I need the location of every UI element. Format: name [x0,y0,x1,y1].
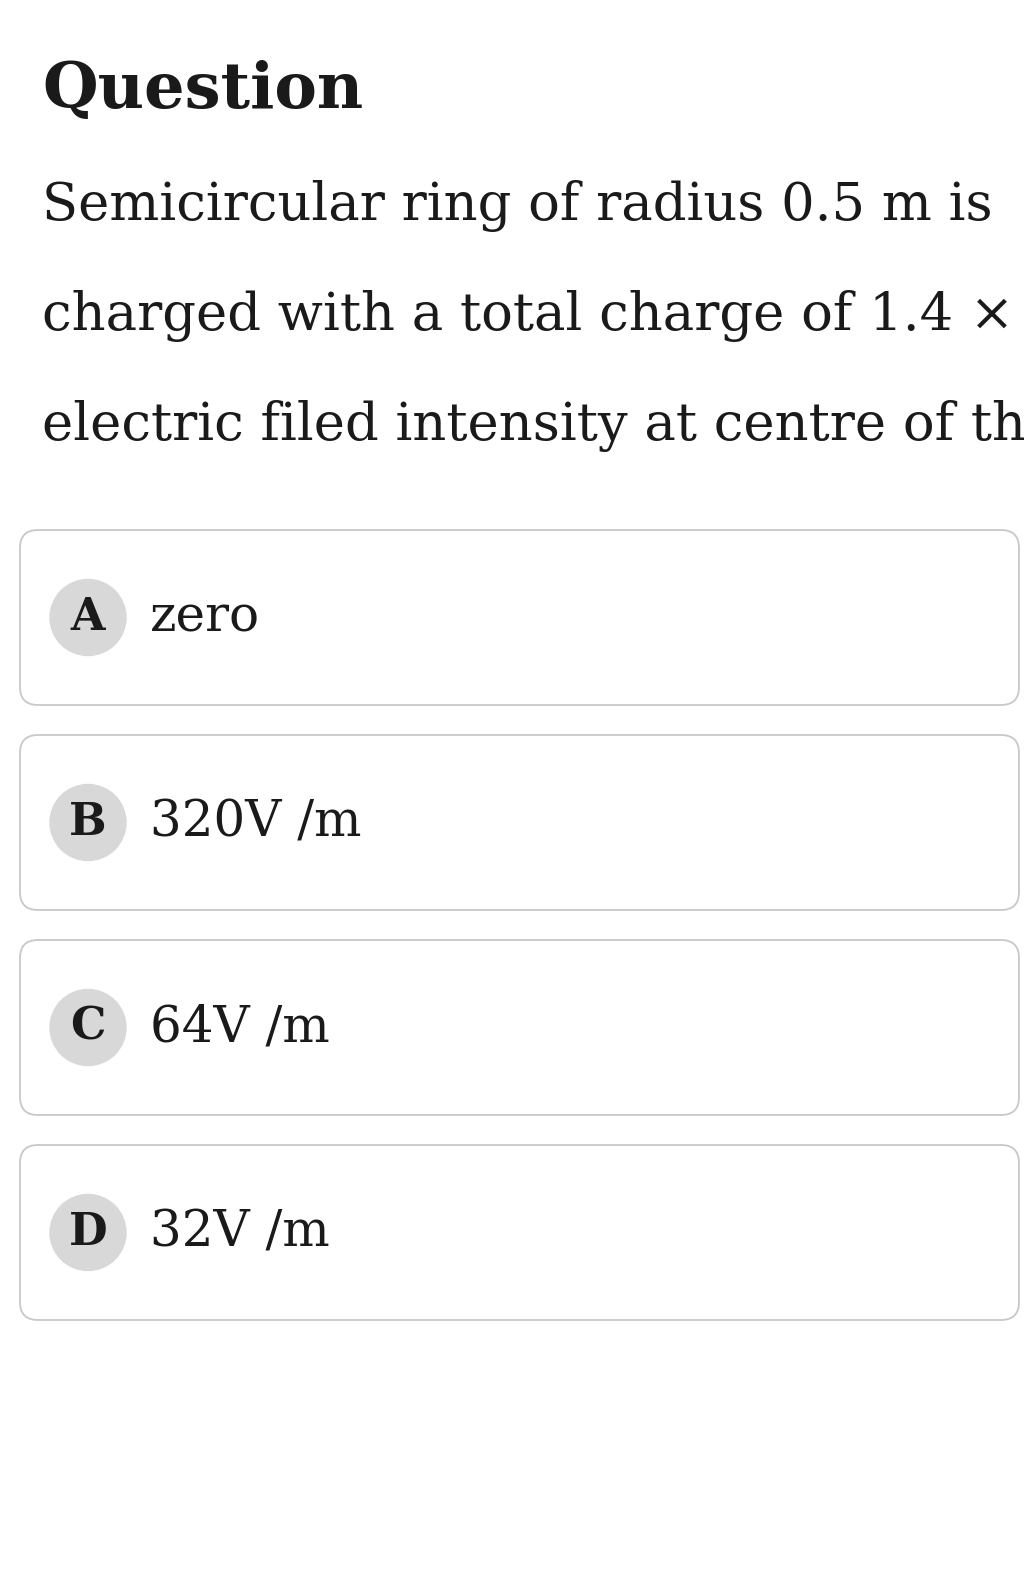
FancyBboxPatch shape [20,531,1019,705]
Text: A: A [71,596,105,638]
FancyBboxPatch shape [20,735,1019,909]
FancyBboxPatch shape [20,1145,1019,1319]
Text: charged with a total charge of 1.4 ×: charged with a total charge of 1.4 × [42,290,1014,342]
Circle shape [50,784,126,860]
Text: 64V /m: 64V /m [150,1003,330,1052]
Text: electric filed intensity at centre of th: electric filed intensity at centre of th [42,401,1024,451]
Circle shape [50,1194,126,1270]
Circle shape [50,580,126,656]
Text: D: D [69,1212,108,1255]
Text: 32V /m: 32V /m [150,1207,330,1258]
Text: zero: zero [150,592,260,642]
Text: C: C [71,1006,105,1049]
Text: Semicircular ring of radius 0.5 m is: Semicircular ring of radius 0.5 m is [42,181,992,231]
Text: Question: Question [42,60,364,120]
Circle shape [50,990,126,1066]
Text: B: B [70,802,106,844]
Text: 320V /m: 320V /m [150,798,361,847]
FancyBboxPatch shape [20,939,1019,1115]
